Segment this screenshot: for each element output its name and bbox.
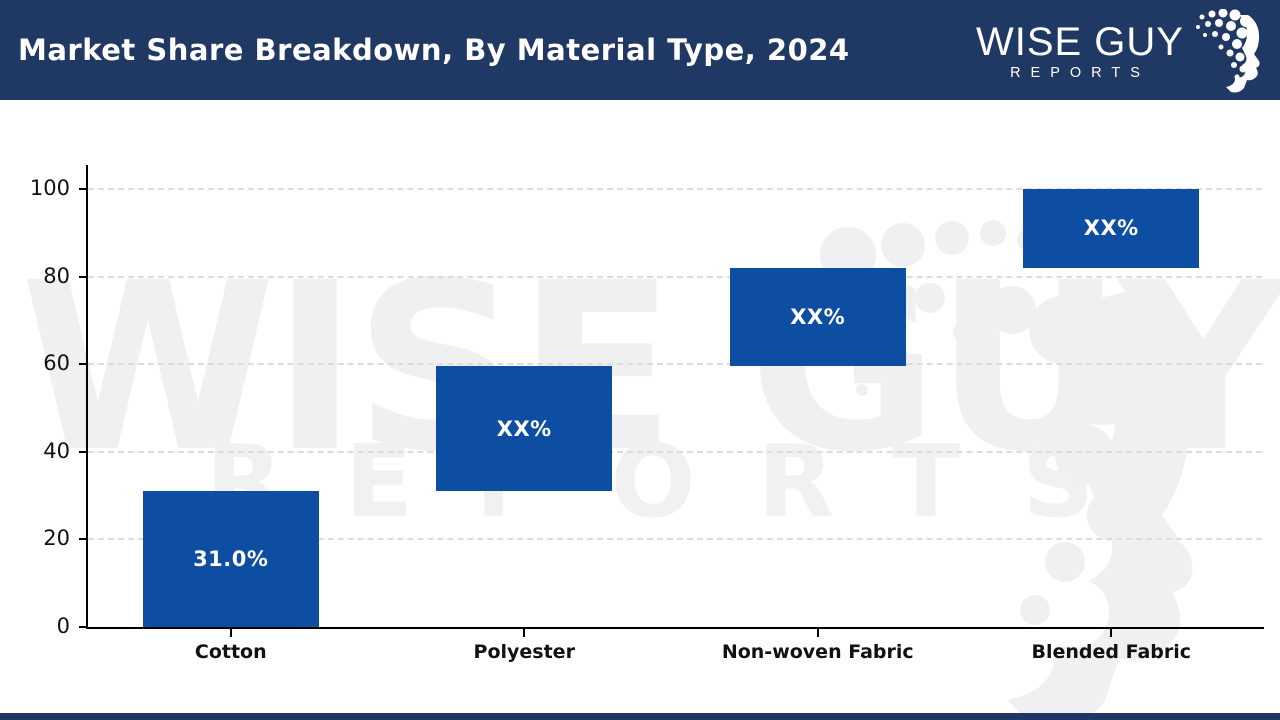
header-bar: Market Share Breakdown, By Material Type…: [0, 0, 1280, 100]
x-tick-mark: [229, 629, 232, 637]
x-category-label: Polyester: [473, 641, 575, 663]
x-tick-mark: [523, 629, 526, 637]
x-axis-line: [86, 627, 1264, 629]
y-axis-line: [86, 165, 88, 629]
y-tick-label: 60: [43, 351, 70, 376]
wise-guy-reports-logo: WISE GUY REPORTS: [976, 8, 1262, 94]
x-category-label: Cotton: [194, 641, 267, 663]
y-tick-label: 40: [43, 438, 70, 463]
dotted-head-profile-icon: [1196, 9, 1260, 93]
plot-area: 0 20 40 60 80 100 31.0% Cotton XX% Polyester XX% No…: [30, 176, 1262, 663]
y-tick-label: 20: [43, 526, 70, 551]
bar-polyester: XX%: [436, 366, 613, 492]
gridline-y-40: [88, 450, 1262, 453]
y-tick-label: 100: [29, 176, 70, 200]
y-tick-mark: [79, 450, 88, 453]
bar-value-label: XX%: [496, 416, 552, 441]
gridline-y-80: [88, 275, 1262, 278]
bar-non-woven-fabric: XX%: [729, 267, 906, 367]
x-category-label: Blended Fabric: [1031, 641, 1192, 663]
y-tick-mark: [79, 188, 88, 190]
bar-cotton: 31.0%: [142, 491, 319, 627]
y-tick-mark: [79, 538, 88, 541]
x-tick-mark: [816, 629, 819, 637]
bar-value-label: XX%: [790, 305, 846, 330]
bar-value-label: 31.0%: [193, 547, 269, 572]
y-tick-label: 80: [43, 263, 70, 288]
gridline-y-20: [88, 538, 1262, 541]
y-tick-mark: [79, 275, 88, 278]
logo-reports-text: REPORTS: [1010, 64, 1150, 81]
watermark-reports: REPORTS: [205, 423, 1157, 540]
bar-value-label: XX%: [1083, 216, 1139, 241]
gridline-y-100: [88, 188, 1262, 190]
y-tick-label: 0: [56, 614, 70, 638]
bar-blended-fabric: XX%: [1023, 189, 1200, 268]
x-tick-mark: [1110, 629, 1113, 637]
logo-wise-guy-text: WISE GUY: [975, 19, 1184, 64]
logo-text: WISE GUY REPORTS: [976, 22, 1184, 81]
x-category-label: Non-woven Fabric: [721, 641, 914, 663]
y-tick-mark: [79, 363, 88, 366]
page-title: Market Share Breakdown, By Material Type…: [18, 33, 850, 67]
y-tick-mark: [79, 626, 88, 628]
footer-bar: [0, 713, 1280, 720]
gridline-y-60: [88, 363, 1262, 366]
